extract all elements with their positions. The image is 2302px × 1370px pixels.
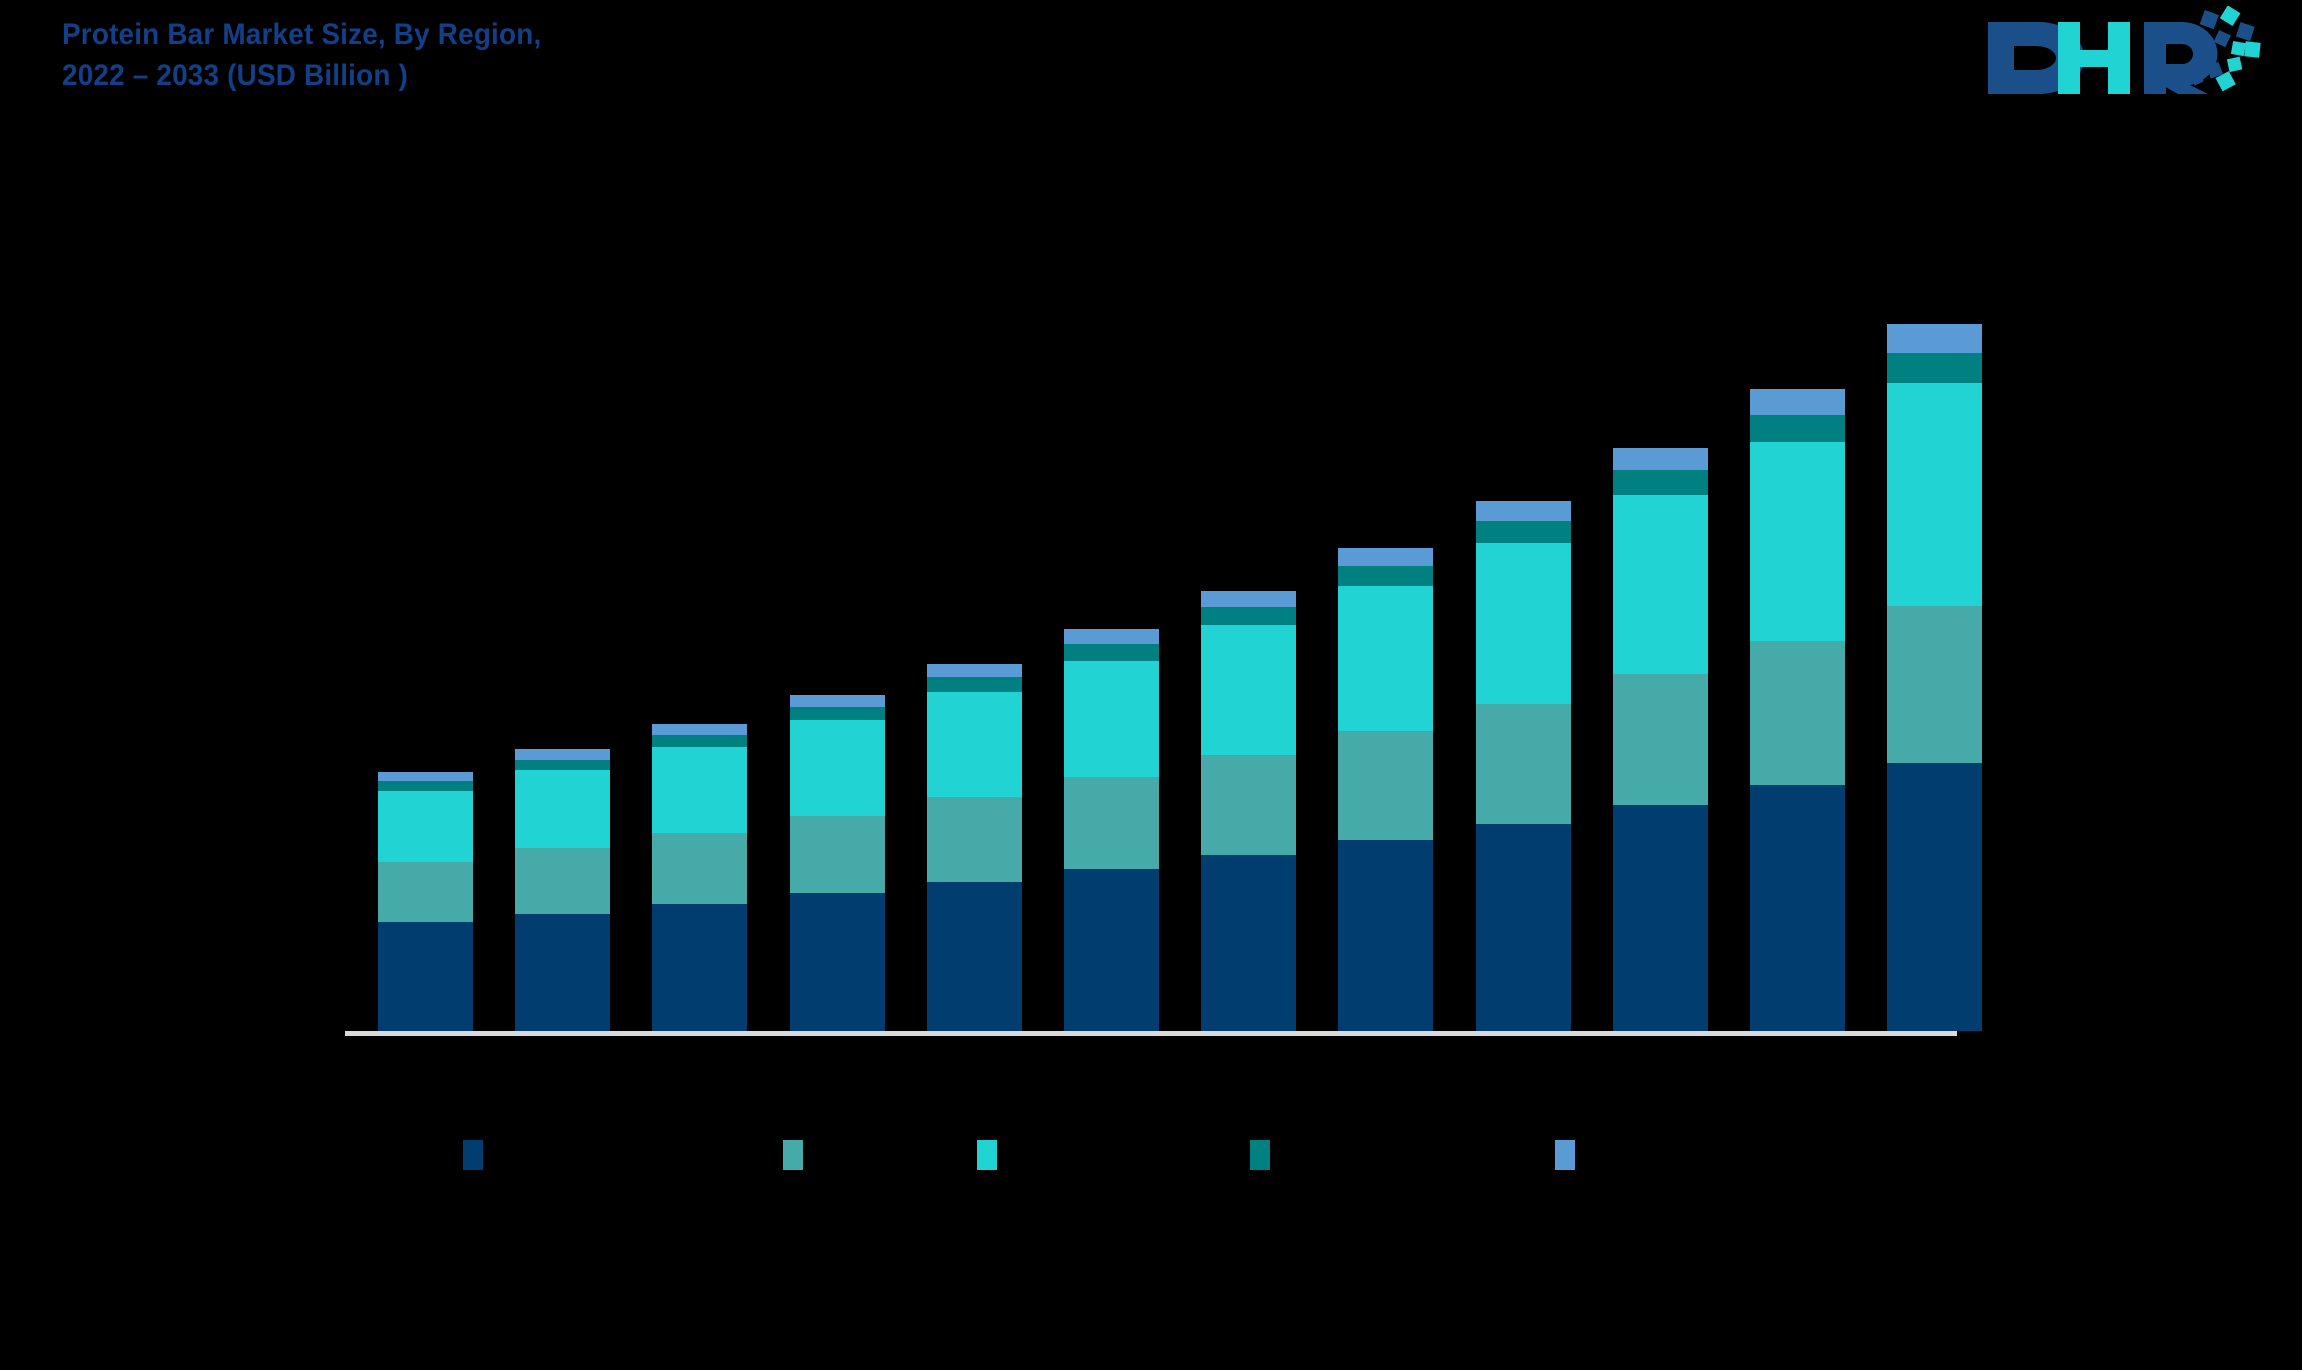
segment-middle-east-africa xyxy=(515,749,611,760)
bar-2025[interactable] xyxy=(789,695,885,1031)
segment-north-america xyxy=(378,922,473,1031)
legend-item-europe[interactable]: Europe xyxy=(783,1140,881,1170)
bar-2030[interactable] xyxy=(1475,500,1571,1031)
segment-north-america xyxy=(1064,869,1159,1031)
segment-europe xyxy=(1612,674,1708,806)
segment-middle-east-africa xyxy=(926,663,1022,678)
bar-2023[interactable] xyxy=(515,749,611,1031)
segment-latin-america xyxy=(1887,352,1983,384)
segment-north-america xyxy=(926,881,1022,1031)
legend-label: Middle East & Africa xyxy=(1585,1143,1773,1166)
segment-latin-america xyxy=(652,734,748,747)
legend-item-asia-pacific[interactable]: Asia Pacific xyxy=(977,1140,1116,1170)
segment-middle-east-africa xyxy=(652,723,748,735)
segment-middle-east-africa xyxy=(378,772,473,782)
segment-middle-east-africa xyxy=(1064,629,1159,645)
segment-europe xyxy=(926,797,1022,882)
chart-title: Protein Bar Market Size, By Region, 2022… xyxy=(62,18,542,92)
segment-north-america xyxy=(1338,840,1434,1031)
segment-europe xyxy=(515,848,611,914)
segment-latin-america xyxy=(789,707,885,721)
segment-latin-america xyxy=(1475,521,1571,544)
segment-latin-america xyxy=(515,759,611,771)
segment-europe xyxy=(1201,754,1297,856)
segment-latin-america xyxy=(378,781,473,791)
legend-label: Asia Pacific xyxy=(1007,1143,1116,1166)
segment-asia-pacific xyxy=(926,691,1022,798)
segment-middle-east-africa xyxy=(1612,447,1708,471)
segment-asia-pacific xyxy=(1064,660,1159,778)
segment-asia-pacific xyxy=(1475,543,1571,704)
segment-middle-east-africa xyxy=(789,695,885,708)
bar-2028[interactable] xyxy=(1201,590,1297,1031)
segment-europe xyxy=(378,861,473,923)
segment-asia-pacific xyxy=(1338,586,1434,731)
segment-north-america xyxy=(1750,784,1845,1031)
x-axis-line xyxy=(345,1031,1957,1036)
legend-swatch-icon xyxy=(783,1140,803,1170)
segment-europe xyxy=(1338,730,1434,841)
bar-2026[interactable] xyxy=(926,663,1022,1031)
segment-europe xyxy=(1064,777,1159,870)
dhr-logo xyxy=(1980,6,2280,110)
segment-latin-america xyxy=(1064,644,1159,661)
bar-2029[interactable] xyxy=(1338,548,1434,1031)
segment-asia-pacific xyxy=(515,770,611,849)
segment-europe xyxy=(789,815,885,894)
legend-item-middle-east-africa[interactable]: Middle East & Africa xyxy=(1555,1140,1773,1170)
segment-latin-america xyxy=(1750,414,1845,442)
segment-north-america xyxy=(515,913,611,1031)
segment-north-america xyxy=(1612,805,1708,1031)
legend-item-latin-america[interactable]: Latin America xyxy=(1250,1140,1407,1170)
bar-2024[interactable] xyxy=(652,723,748,1031)
legend-swatch-icon xyxy=(977,1140,997,1170)
segment-north-america xyxy=(652,903,748,1031)
segment-asia-pacific xyxy=(652,746,748,833)
legend-swatch-icon xyxy=(1250,1140,1270,1170)
segment-asia-pacific xyxy=(378,790,473,862)
segment-europe xyxy=(1475,703,1571,824)
segment-north-america xyxy=(789,893,885,1031)
segment-middle-east-africa xyxy=(1750,389,1845,415)
segment-asia-pacific xyxy=(1612,495,1708,675)
segment-latin-america xyxy=(1612,470,1708,496)
segment-middle-east-africa xyxy=(1475,500,1571,522)
segment-middle-east-africa xyxy=(1338,548,1434,567)
segment-asia-pacific xyxy=(1201,625,1297,755)
bar-2022[interactable] xyxy=(378,772,473,1031)
chart-legend: North America Europe Asia Pacific Latin Ame… xyxy=(0,1140,2302,1200)
segment-europe xyxy=(1750,641,1845,785)
legend-label: Europe xyxy=(813,1143,881,1166)
bar-2032[interactable] xyxy=(1750,389,1845,1031)
segment-north-america xyxy=(1887,763,1983,1031)
segment-north-america xyxy=(1475,823,1571,1031)
segment-latin-america xyxy=(926,677,1022,692)
segment-middle-east-africa xyxy=(1887,324,1983,353)
segment-middle-east-africa xyxy=(1201,590,1297,608)
segment-asia-pacific xyxy=(789,720,885,816)
segment-latin-america xyxy=(1201,607,1297,626)
bar-2033[interactable] xyxy=(1887,324,1983,1031)
segment-europe xyxy=(1887,605,1983,764)
legend-swatch-icon xyxy=(463,1140,483,1170)
segment-latin-america xyxy=(1338,566,1434,587)
segment-asia-pacific xyxy=(1887,383,1983,606)
bar-2027[interactable] xyxy=(1064,629,1159,1031)
segment-north-america xyxy=(1201,855,1297,1031)
segment-europe xyxy=(652,832,748,904)
legend-item-north-america[interactable]: North America xyxy=(463,1140,626,1170)
legend-label: Latin America xyxy=(1280,1143,1408,1166)
legend-swatch-icon xyxy=(1555,1140,1575,1170)
legend-label: North America xyxy=(493,1143,627,1166)
bar-2031[interactable] xyxy=(1612,447,1708,1031)
segment-asia-pacific xyxy=(1750,441,1845,642)
